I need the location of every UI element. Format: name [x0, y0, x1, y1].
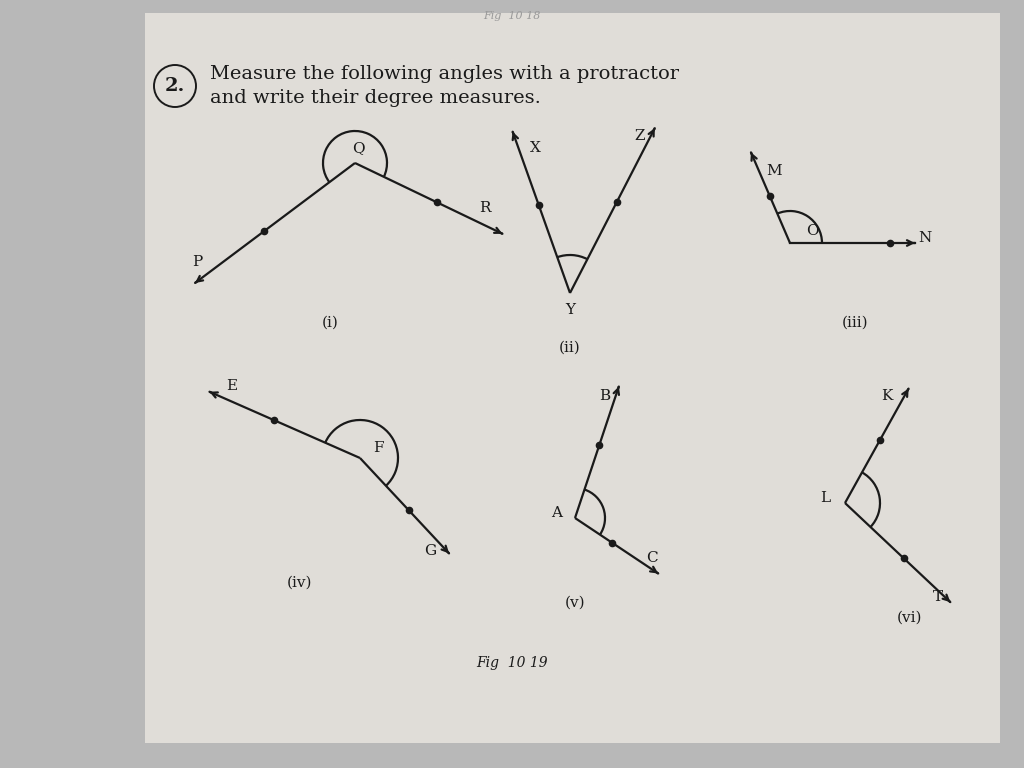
Text: 2.: 2.	[165, 77, 185, 95]
Text: Q: Q	[351, 141, 365, 155]
Text: E: E	[226, 379, 238, 393]
Text: P: P	[191, 255, 202, 269]
Bar	[145, 13, 1000, 743]
Text: L: L	[820, 491, 830, 505]
Text: G: G	[424, 544, 436, 558]
Text: (ii): (ii)	[559, 341, 581, 355]
Text: (vi): (vi)	[897, 611, 923, 625]
Text: K: K	[882, 389, 893, 403]
Text: (iv): (iv)	[288, 576, 312, 590]
Text: (i): (i)	[322, 316, 339, 330]
Text: Measure the following angles with a protractor
and write their degree measures.: Measure the following angles with a prot…	[210, 65, 679, 107]
Text: (v): (v)	[564, 596, 586, 610]
Text: O: O	[806, 224, 818, 238]
Text: Fig  10 19: Fig 10 19	[476, 656, 548, 670]
Text: Fig  10 18: Fig 10 18	[483, 11, 541, 21]
Text: X: X	[529, 141, 541, 155]
Text: M: M	[766, 164, 781, 178]
Text: A: A	[552, 506, 562, 520]
Text: (iii): (iii)	[842, 316, 868, 330]
Text: F: F	[373, 441, 383, 455]
Text: R: R	[479, 201, 490, 215]
Text: Y: Y	[565, 303, 575, 317]
Text: N: N	[919, 231, 932, 245]
Text: Z: Z	[635, 129, 645, 143]
Text: B: B	[599, 389, 610, 403]
Text: T: T	[933, 590, 943, 604]
Text: C: C	[646, 551, 657, 565]
